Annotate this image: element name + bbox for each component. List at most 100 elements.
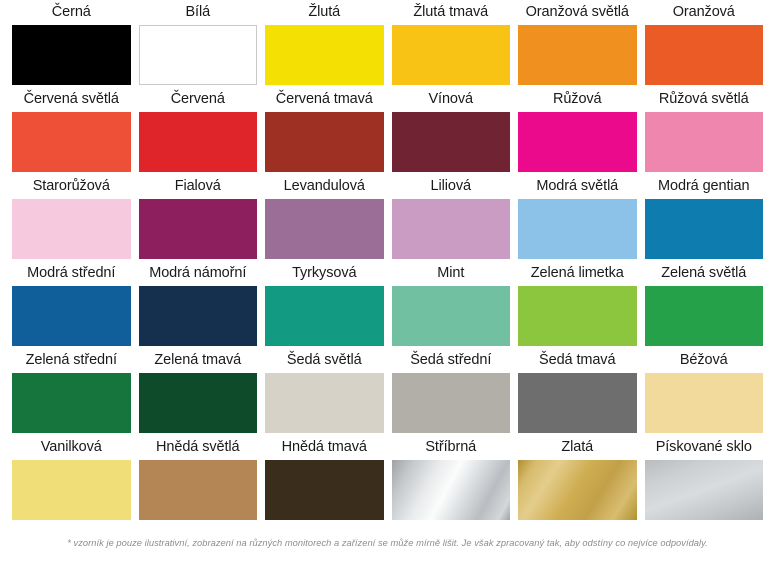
swatch-label: Zlatá (561, 439, 594, 455)
swatch-cell[interactable]: Hnědá světlá (135, 439, 262, 526)
swatch-cell[interactable]: Hnědá tmavá (261, 439, 388, 526)
swatch-color-chip[interactable] (391, 112, 510, 172)
swatch-color-chip[interactable] (518, 199, 637, 259)
swatch-color-chip[interactable] (644, 373, 763, 433)
swatch-color-chip[interactable] (518, 373, 637, 433)
swatch-label: Zelená střední (25, 352, 117, 368)
swatch-color-chip[interactable] (138, 286, 257, 346)
swatch-label: Modrá střední (27, 265, 116, 281)
swatch-color-chip[interactable] (265, 373, 384, 433)
swatch-cell[interactable]: Oranžová (641, 4, 768, 91)
swatch-label: Béžová (679, 352, 728, 368)
swatch-color-chip[interactable] (138, 25, 257, 85)
swatch-cell[interactable]: Žlutá (261, 4, 388, 91)
swatch-color-chip[interactable] (138, 112, 257, 172)
swatch-cell[interactable]: Zelená světlá (641, 265, 768, 352)
swatch-color-chip[interactable] (265, 25, 384, 85)
swatch-color-chip[interactable] (265, 199, 384, 259)
swatch-label: Mint (437, 265, 465, 281)
swatch-label: Červená tmavá (275, 91, 373, 107)
swatch-cell[interactable]: Tyrkysová (261, 265, 388, 352)
swatch-cell[interactable]: Vanilková (8, 439, 135, 526)
swatch-color-chip[interactable] (12, 112, 131, 172)
swatch-label: Černá (51, 4, 91, 20)
swatch-color-chip[interactable] (391, 199, 510, 259)
swatch-color-chip[interactable] (12, 373, 131, 433)
swatch-cell[interactable]: Žlutá tmavá (388, 4, 515, 91)
swatch-label: Modrá námořní (149, 265, 247, 281)
swatch-color-chip[interactable] (265, 460, 384, 520)
swatch-grid: Černá Bílá Žlutá Žlutá tmavá Oranžová světlá… (8, 4, 768, 526)
swatch-cell[interactable]: Levandulová (261, 178, 388, 265)
swatch-label: Modrá světlá (536, 178, 619, 194)
swatch-color-chip[interactable] (518, 25, 637, 85)
swatch-cell[interactable]: Červená tmavá (261, 91, 388, 178)
swatch-color-chip[interactable] (138, 460, 257, 520)
swatch-label: Vanilková (40, 439, 102, 455)
swatch-cell[interactable]: Šedá světlá (261, 352, 388, 439)
swatch-color-chip[interactable] (644, 286, 763, 346)
swatch-cell[interactable]: Vínová (388, 91, 515, 178)
swatch-cell[interactable]: Červená světlá (8, 91, 135, 178)
swatch-label: Bílá (185, 4, 211, 20)
footnote-disclaimer: * vzorník je pouze ilustrativní, zobraze… (67, 538, 708, 548)
swatch-color-chip[interactable] (138, 199, 257, 259)
swatch-color-chip[interactable] (644, 25, 763, 85)
swatch-cell[interactable]: Zelená tmavá (135, 352, 262, 439)
swatch-label: Zelená světlá (661, 265, 747, 281)
swatch-label: Modrá gentian (658, 178, 750, 194)
swatch-cell[interactable]: Bílá (135, 4, 262, 91)
swatch-color-chip[interactable] (644, 199, 763, 259)
swatch-label: Stříbrná (425, 439, 477, 455)
swatch-cell[interactable]: Zlatá (514, 439, 641, 526)
swatch-color-chip[interactable] (644, 112, 763, 172)
swatch-color-chip[interactable] (265, 286, 384, 346)
swatch-cell[interactable]: Modrá střední (8, 265, 135, 352)
swatch-label: Hnědá světlá (156, 439, 240, 455)
swatch-label: Červená světlá (23, 91, 119, 107)
swatch-label: Žlutá (308, 4, 341, 20)
swatch-cell[interactable]: Růžová (514, 91, 641, 178)
swatch-cell[interactable]: Fialová (135, 178, 262, 265)
swatch-color-chip[interactable] (391, 286, 510, 346)
swatch-label: Růžová světlá (658, 91, 749, 107)
swatch-cell[interactable]: Zelená střední (8, 352, 135, 439)
swatch-cell[interactable]: Starorůžová (8, 178, 135, 265)
swatch-cell[interactable]: Růžová světlá (641, 91, 768, 178)
swatch-cell[interactable]: Šedá tmavá (514, 352, 641, 439)
swatch-cell[interactable]: Šedá střední (388, 352, 515, 439)
swatch-color-chip[interactable] (12, 286, 131, 346)
swatch-color-chip[interactable] (12, 460, 131, 520)
swatch-cell[interactable]: Liliová (388, 178, 515, 265)
swatch-color-chip[interactable] (391, 373, 510, 433)
swatch-label: Oranžová světlá (525, 4, 629, 20)
swatch-cell[interactable]: Modrá gentian (641, 178, 768, 265)
swatch-color-chip[interactable] (12, 199, 131, 259)
swatch-cell[interactable]: Béžová (641, 352, 768, 439)
swatch-cell[interactable]: Červená (135, 91, 262, 178)
swatch-label: Růžová (552, 91, 602, 107)
swatch-color-chip[interactable] (391, 25, 510, 85)
swatch-label: Šedá světlá (286, 352, 362, 368)
swatch-cell[interactable]: Černá (8, 4, 135, 91)
swatch-color-chip[interactable] (12, 25, 131, 85)
swatch-color-chip[interactable] (518, 112, 637, 172)
swatch-label: Fialová (174, 178, 221, 194)
swatch-label: Hnědá tmavá (281, 439, 367, 455)
swatch-label: Vínová (428, 91, 474, 107)
swatch-color-chip[interactable] (644, 460, 763, 520)
swatch-color-chip[interactable] (138, 373, 257, 433)
swatch-cell[interactable]: Oranžová světlá (514, 4, 641, 91)
swatch-color-chip[interactable] (518, 460, 637, 520)
swatch-color-chip[interactable] (391, 460, 510, 520)
swatch-color-chip[interactable] (518, 286, 637, 346)
swatch-cell[interactable]: Mint (388, 265, 515, 352)
swatch-cell[interactable]: Modrá světlá (514, 178, 641, 265)
swatch-cell[interactable]: Pískované sklo (641, 439, 768, 526)
swatch-color-chip[interactable] (265, 112, 384, 172)
swatch-cell[interactable]: Modrá námořní (135, 265, 262, 352)
swatch-label: Levandulová (283, 178, 365, 194)
swatch-cell[interactable]: Stříbrná (388, 439, 515, 526)
swatch-label: Zelená limetka (530, 265, 624, 281)
swatch-cell[interactable]: Zelená limetka (514, 265, 641, 352)
